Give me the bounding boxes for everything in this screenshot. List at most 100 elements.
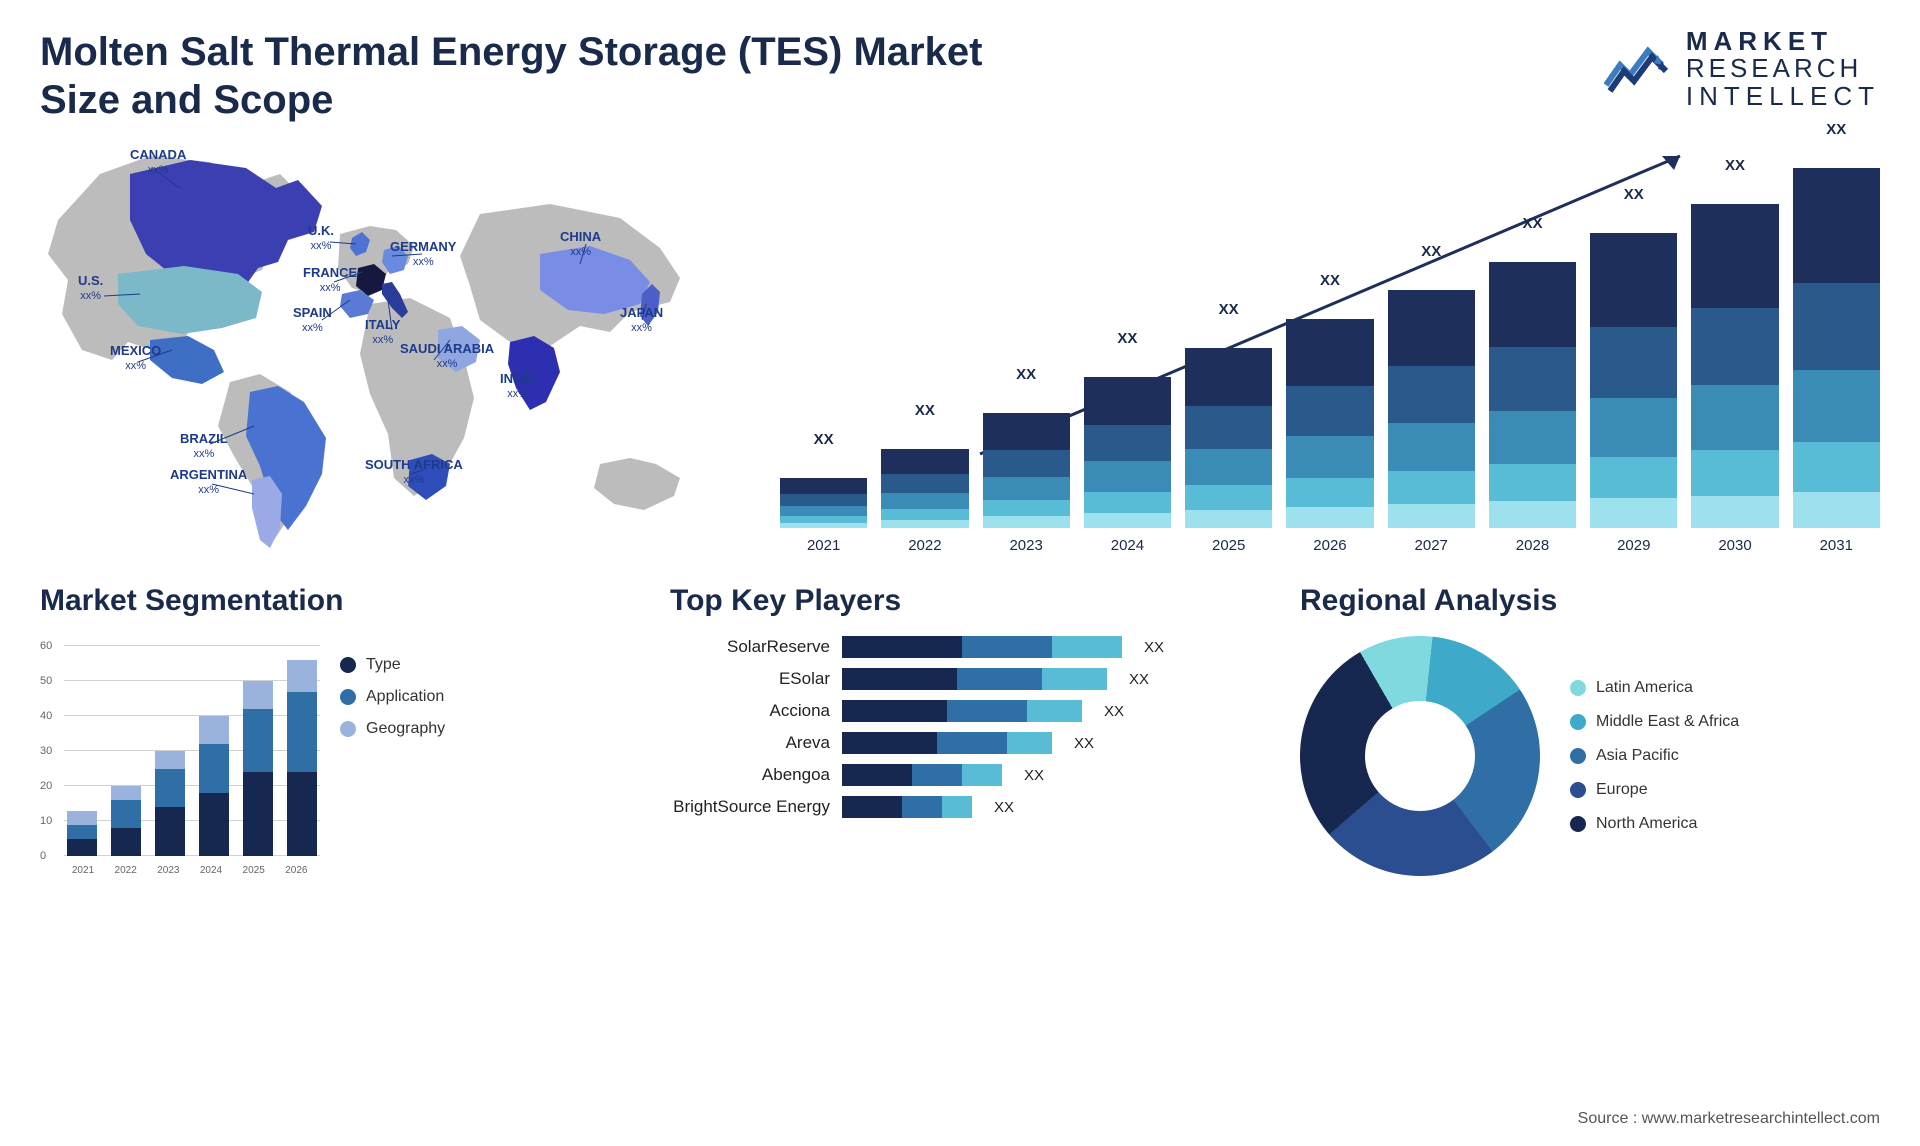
player-value: XX (1074, 735, 1094, 752)
legend-label: Middle East & Africa (1596, 713, 1739, 731)
map-label-canada: CANADAxx% (130, 148, 186, 177)
regional-title: Regional Analysis (1300, 584, 1880, 618)
map-label-brazil: BRAZILxx% (180, 432, 228, 461)
player-row: BrightSource Energy XX (670, 796, 1250, 818)
map-label-china: CHINAxx% (560, 230, 601, 259)
main-bar-2028: XX (1489, 262, 1576, 528)
regional-legend: Latin America Middle East & Africa Asia Pa… (1570, 679, 1739, 833)
player-name: ESolar (670, 669, 830, 689)
seg-bar-2022 (111, 786, 141, 856)
player-bar (842, 796, 972, 818)
player-bar (842, 668, 1107, 690)
player-name: BrightSource Energy (670, 797, 830, 817)
main-xlabel: 2028 (1489, 537, 1576, 554)
main-bar-2024: XX (1084, 377, 1171, 528)
seg-legend-item: Geography (340, 720, 445, 738)
player-bar (842, 764, 1002, 786)
player-row: ESolar XX (670, 668, 1250, 690)
map-label-saudi: SAUDI ARABIAxx% (400, 342, 494, 371)
legend-swatch-icon (1570, 680, 1586, 696)
main-bar-value: XX (1522, 215, 1542, 232)
player-row: SolarReserveXX (670, 636, 1250, 658)
seg-ytick: 10 (40, 815, 52, 827)
players-title: Top Key Players (670, 584, 1250, 618)
seg-bar-2024 (199, 716, 229, 856)
players-chart: SolarReserveXXESolarXXAccionaXXArevaXXAb… (670, 636, 1250, 818)
map-label-india: INDIAxx% (500, 372, 535, 401)
player-name: Abengoa (670, 765, 830, 785)
legend-label: Latin America (1596, 679, 1693, 697)
page-title: Molten Salt Thermal Energy Storage (TES)… (40, 28, 1040, 124)
map-label-us: U.S.xx% (78, 274, 103, 303)
seg-ytick: 40 (40, 710, 52, 722)
legend-swatch-icon (1570, 782, 1586, 798)
seg-bar-2023 (155, 751, 185, 856)
players-section: Top Key Players SolarReserveXX ESolar XX Ac… (670, 584, 1250, 876)
map-label-spain: SPAINxx% (293, 306, 332, 335)
legend-label: Type (366, 656, 401, 674)
seg-bar-2021 (67, 811, 97, 857)
map-label-italy: ITALYxx% (365, 318, 400, 347)
seg-ytick: 50 (40, 675, 52, 687)
main-bar-value: XX (814, 431, 834, 448)
map-label-safrica: SOUTH AFRICAxx% (365, 458, 463, 487)
segmentation-legend: Type Application Geography (340, 636, 445, 876)
player-value: XX (994, 799, 1014, 816)
legend-swatch-icon (1570, 748, 1586, 764)
player-bar (842, 700, 1082, 722)
player-row: ArevaXX (670, 732, 1250, 754)
main-bar-2026: XX (1286, 319, 1373, 528)
player-value: XX (1129, 671, 1149, 688)
player-row: AccionaXX (670, 700, 1250, 722)
legend-label: Europe (1596, 781, 1648, 799)
market-size-chart: XXXXXXXXXXXXXXXXXXXXXX 20212022202320242… (780, 144, 1880, 554)
seg-ytick: 20 (40, 780, 52, 792)
regional-donut (1300, 636, 1540, 876)
legend-swatch-icon (340, 721, 356, 737)
map-region-usa (118, 266, 262, 334)
main-xlabel: 2029 (1590, 537, 1677, 554)
seg-ytick: 30 (40, 745, 52, 757)
player-row: Abengoa XX (670, 764, 1250, 786)
seg-xlabel: 2025 (235, 865, 273, 876)
main-bar-2023: XX (983, 413, 1070, 528)
seg-ytick: 0 (40, 850, 46, 862)
main-bar-2025: XX (1185, 348, 1272, 528)
seg-xlabel: 2026 (277, 865, 315, 876)
source-attribution: Source : www.marketresearchintellect.com (1578, 1110, 1880, 1128)
map-label-germany: GERMANYxx% (390, 240, 456, 269)
main-xlabel: 2022 (881, 537, 968, 554)
main-xlabel: 2023 (983, 537, 1070, 554)
main-xlabel: 2031 (1793, 537, 1880, 554)
main-xlabel: 2024 (1084, 537, 1171, 554)
logo-line2: RESEARCH (1686, 55, 1880, 82)
player-value: XX (1024, 767, 1044, 784)
logo-line1: MARKET (1686, 28, 1880, 55)
main-bar-value: XX (1016, 366, 1036, 383)
regional-legend-item: North America (1570, 815, 1739, 833)
main-xlabel: 2030 (1691, 537, 1778, 554)
main-xlabel: 2027 (1388, 537, 1475, 554)
map-label-japan: JAPANxx% (620, 306, 663, 335)
map-label-france: FRANCExx% (303, 266, 357, 295)
seg-xlabel: 2022 (107, 865, 145, 876)
main-bar-2030: XX (1691, 204, 1778, 528)
regional-legend-item: Middle East & Africa (1570, 713, 1739, 731)
seg-legend-item: Application (340, 688, 445, 706)
legend-label: Asia Pacific (1596, 747, 1679, 765)
player-name: Acciona (670, 701, 830, 721)
main-bar-value: XX (1624, 186, 1644, 203)
segmentation-chart: 0102030405060202120222023202420252026 (40, 636, 320, 876)
legend-swatch-icon (340, 657, 356, 673)
main-xlabel: 2025 (1185, 537, 1272, 554)
player-bar (842, 732, 1052, 754)
map-label-uk: U.K.xx% (308, 224, 334, 253)
world-map: CANADAxx%U.S.xx%MEXICOxx%BRAZILxx%ARGENT… (40, 144, 740, 554)
regional-legend-item: Latin America (1570, 679, 1739, 697)
main-bar-value: XX (1219, 301, 1239, 318)
donut-hole (1365, 701, 1475, 811)
main-bar-value: XX (915, 402, 935, 419)
player-bar (842, 636, 1122, 658)
seg-xlabel: 2021 (64, 865, 102, 876)
seg-xlabel: 2023 (149, 865, 187, 876)
